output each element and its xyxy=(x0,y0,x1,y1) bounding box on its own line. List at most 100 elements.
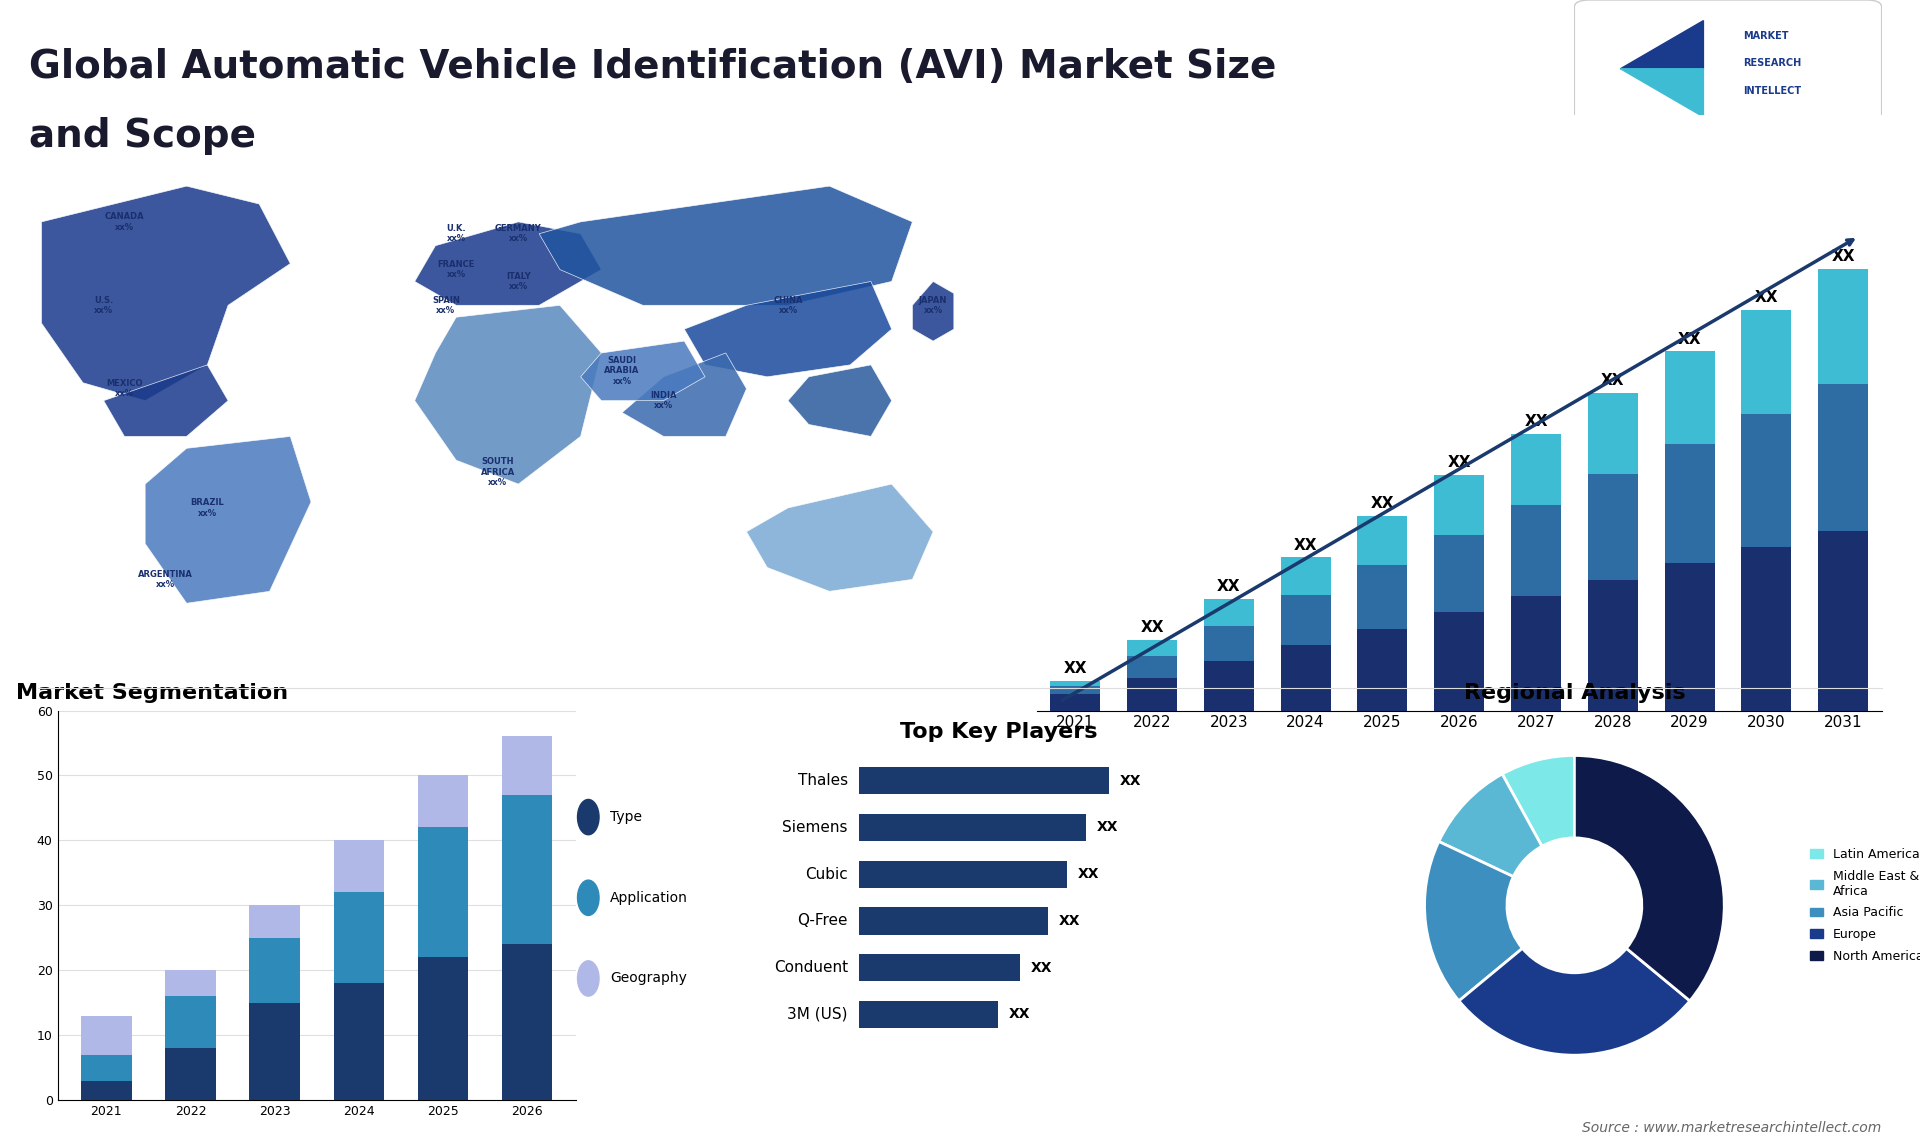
Text: XX: XX xyxy=(1294,537,1317,552)
Bar xyxy=(165,971,215,996)
Text: U.S.
xx%: U.S. xx% xyxy=(94,296,113,315)
Bar xyxy=(1204,661,1254,711)
Bar xyxy=(334,840,384,893)
Circle shape xyxy=(578,880,599,916)
Bar xyxy=(334,983,384,1100)
Text: Siemens: Siemens xyxy=(781,819,849,835)
Text: ARGENTINA
xx%: ARGENTINA xx% xyxy=(138,570,194,589)
Bar xyxy=(1588,580,1638,711)
Text: BRAZIL
xx%: BRAZIL xx% xyxy=(190,499,225,518)
Text: XX: XX xyxy=(1008,1007,1029,1021)
Text: Global Automatic Vehicle Identification (AVI) Market Size: Global Automatic Vehicle Identification … xyxy=(29,48,1277,86)
Text: Conduent: Conduent xyxy=(774,960,849,975)
Bar xyxy=(81,1054,132,1081)
Title: Regional Analysis: Regional Analysis xyxy=(1463,683,1686,704)
Polygon shape xyxy=(1620,69,1703,117)
Circle shape xyxy=(1507,838,1642,973)
Text: Thales: Thales xyxy=(797,774,849,788)
Text: SPAIN
xx%: SPAIN xx% xyxy=(432,296,459,315)
Polygon shape xyxy=(747,484,933,591)
Bar xyxy=(1434,476,1484,535)
Bar xyxy=(1818,531,1868,711)
Bar xyxy=(165,996,215,1049)
Bar xyxy=(419,776,468,827)
Text: RESEARCH: RESEARCH xyxy=(1743,58,1801,68)
Bar xyxy=(1434,612,1484,711)
Text: INTELLECT: INTELLECT xyxy=(1743,86,1801,95)
Text: Source : www.marketresearchintellect.com: Source : www.marketresearchintellect.com xyxy=(1582,1121,1882,1135)
Text: INDIA
xx%: INDIA xx% xyxy=(651,391,678,410)
Text: XX: XX xyxy=(1096,821,1119,834)
Bar xyxy=(1204,598,1254,626)
Bar xyxy=(1665,444,1715,564)
Bar xyxy=(1281,645,1331,711)
Bar xyxy=(1127,677,1177,711)
Text: XX: XX xyxy=(1755,290,1778,305)
Polygon shape xyxy=(42,186,290,401)
Wedge shape xyxy=(1459,949,1690,1055)
Polygon shape xyxy=(540,186,912,305)
Text: SOUTH
AFRICA
xx%: SOUTH AFRICA xx% xyxy=(480,457,515,487)
Text: Q-Free: Q-Free xyxy=(797,913,849,928)
Text: XX: XX xyxy=(1058,913,1079,928)
Bar xyxy=(165,1049,215,1100)
Bar xyxy=(1357,629,1407,711)
Bar xyxy=(81,1015,132,1054)
Text: XX: XX xyxy=(1064,661,1087,676)
Bar xyxy=(1281,595,1331,645)
Text: XX: XX xyxy=(1031,960,1052,975)
Wedge shape xyxy=(1425,841,1523,1000)
Bar xyxy=(1511,596,1561,711)
Polygon shape xyxy=(1620,21,1703,69)
Bar xyxy=(1588,474,1638,580)
Text: Top Key Players: Top Key Players xyxy=(900,722,1096,743)
Bar xyxy=(1127,639,1177,656)
Bar xyxy=(1050,694,1100,711)
Text: SAUDI
ARABIA
xx%: SAUDI ARABIA xx% xyxy=(605,356,639,386)
Wedge shape xyxy=(1501,755,1574,846)
Text: MEXICO
xx%: MEXICO xx% xyxy=(106,379,142,399)
Bar xyxy=(250,937,300,1003)
Text: U.K.
xx%: U.K. xx% xyxy=(445,225,467,243)
Polygon shape xyxy=(580,342,705,401)
Polygon shape xyxy=(415,222,601,305)
Text: XX: XX xyxy=(1217,579,1240,594)
Text: JAPAN
xx%: JAPAN xx% xyxy=(920,296,947,315)
Text: ITALY
xx%: ITALY xx% xyxy=(507,272,530,291)
Text: Cubic: Cubic xyxy=(804,866,849,881)
Text: XX: XX xyxy=(1077,868,1098,881)
Bar xyxy=(501,795,553,944)
Text: XX: XX xyxy=(1601,372,1624,387)
FancyBboxPatch shape xyxy=(1574,0,1882,138)
Polygon shape xyxy=(787,364,891,437)
Bar xyxy=(1511,504,1561,596)
Polygon shape xyxy=(415,305,601,484)
Bar xyxy=(1281,557,1331,595)
FancyBboxPatch shape xyxy=(858,908,1048,935)
Bar xyxy=(501,944,553,1100)
Text: Market Segmentation: Market Segmentation xyxy=(15,683,288,704)
Bar xyxy=(1050,686,1100,694)
Text: Application: Application xyxy=(611,890,687,905)
Text: XX: XX xyxy=(1832,249,1855,265)
Text: GERMANY
xx%: GERMANY xx% xyxy=(495,225,541,243)
Text: MARKET: MARKET xyxy=(1743,31,1789,40)
Bar xyxy=(1741,547,1791,711)
Text: FRANCE
xx%: FRANCE xx% xyxy=(438,260,474,280)
Bar xyxy=(419,827,468,957)
Legend: Latin America, Middle East &
Africa, Asia Pacific, Europe, North America: Latin America, Middle East & Africa, Asi… xyxy=(1805,842,1920,968)
FancyBboxPatch shape xyxy=(858,953,1020,981)
FancyBboxPatch shape xyxy=(858,861,1068,888)
Bar xyxy=(1741,311,1791,414)
Circle shape xyxy=(578,960,599,996)
Bar xyxy=(1050,681,1100,686)
Bar xyxy=(1511,434,1561,504)
Polygon shape xyxy=(912,282,954,342)
Bar xyxy=(501,737,553,795)
Bar xyxy=(81,1081,132,1100)
Text: Type: Type xyxy=(611,810,641,824)
Bar xyxy=(1127,656,1177,677)
Bar xyxy=(250,905,300,937)
Polygon shape xyxy=(104,364,228,437)
Bar xyxy=(1204,626,1254,661)
